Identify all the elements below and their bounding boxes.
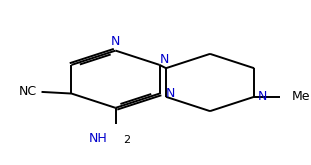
Text: N: N [160,53,169,66]
Text: N: N [166,87,175,100]
Text: N: N [258,90,267,103]
Text: 2: 2 [123,135,130,145]
Text: NC: NC [19,85,37,98]
Text: NH: NH [89,132,107,145]
Text: N: N [111,35,120,48]
Text: Me: Me [292,90,310,103]
